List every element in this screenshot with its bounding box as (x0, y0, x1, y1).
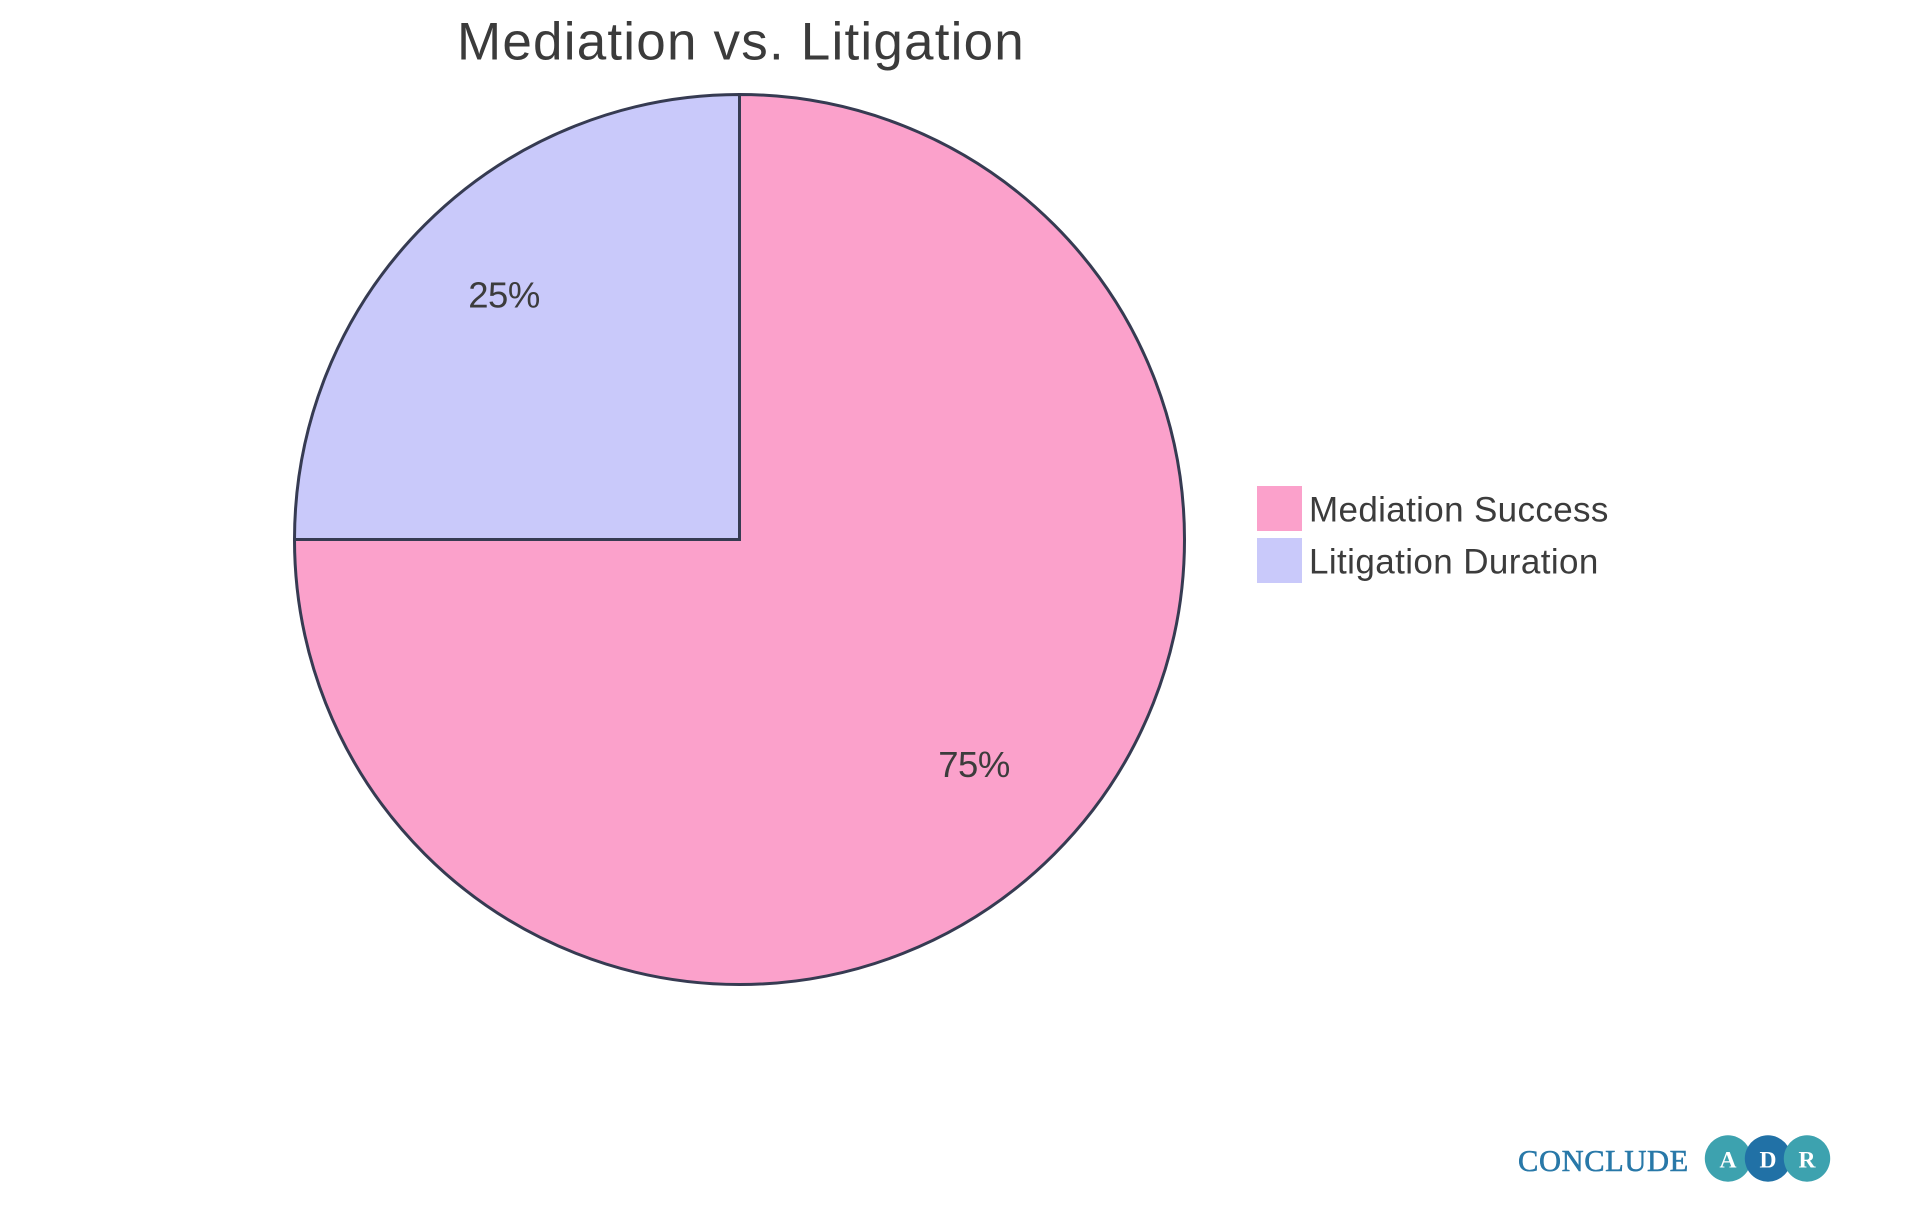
svg-text:R: R (1799, 1147, 1817, 1173)
svg-text:A: A (1720, 1147, 1737, 1173)
svg-text:CONCLUDE: CONCLUDE (1518, 1144, 1689, 1178)
svg-text:Mediation vs. Litigation: Mediation vs. Litigation (457, 13, 1025, 72)
svg-text:Mediation Success: Mediation Success (1309, 491, 1609, 530)
svg-text:Litigation Duration: Litigation Duration (1309, 543, 1599, 582)
svg-text:75%: 75% (938, 744, 1010, 785)
svg-text:D: D (1760, 1147, 1777, 1173)
svg-text:25%: 25% (468, 275, 540, 316)
